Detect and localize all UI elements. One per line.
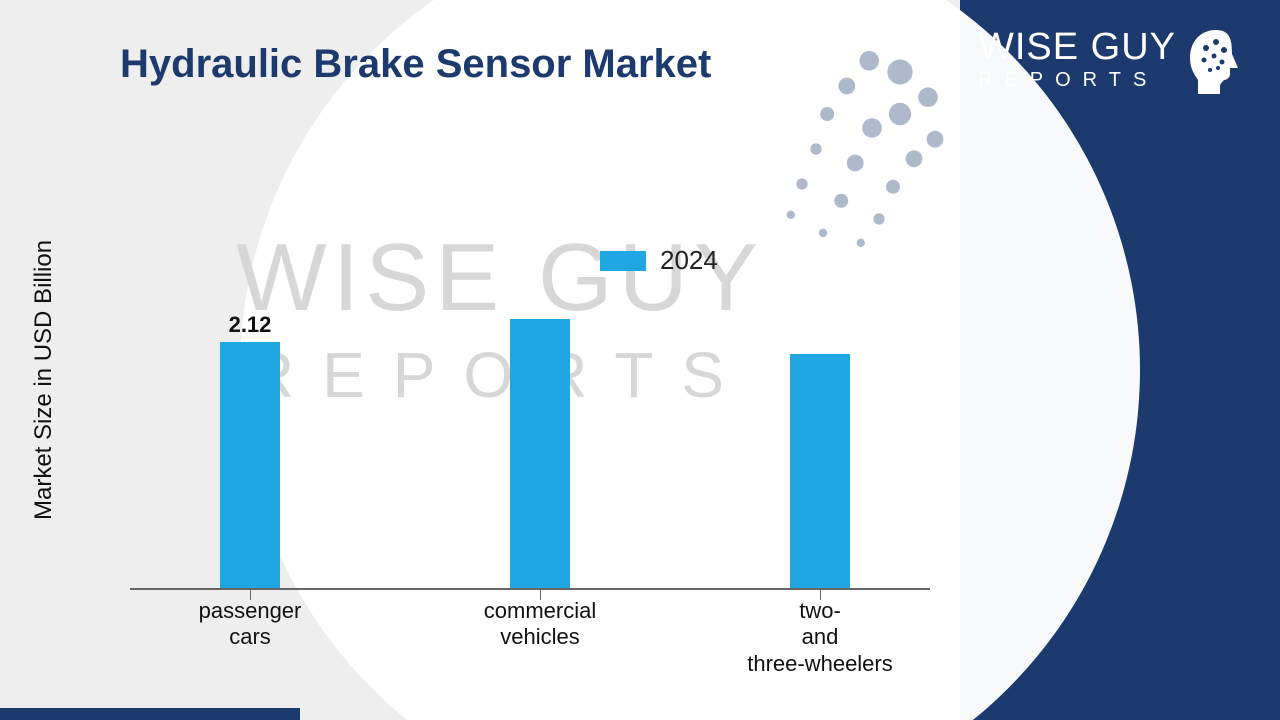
footer-accent-bar (0, 708, 300, 720)
category-label: passengercars (150, 598, 350, 651)
chart-canvas: WISE GUY REPORTS WISE GUY REPORTS Hydrau… (0, 0, 1280, 720)
bar (790, 354, 850, 588)
logo-line1: WISE GUY (978, 28, 1176, 66)
bar-value-label: 2.12 (190, 312, 310, 338)
legend: 2024 (600, 245, 718, 276)
legend-label: 2024 (660, 245, 718, 276)
category-label: two-andthree-wheelers (720, 598, 920, 677)
logo-head-icon (1186, 28, 1246, 98)
chart-title: Hydraulic Brake Sensor Market (120, 42, 711, 87)
legend-swatch (600, 251, 646, 271)
logo-line2: REPORTS (978, 70, 1176, 90)
bar-chart: 2.12passengercarscommercialvehiclestwo-a… (130, 300, 930, 590)
y-axis-label: Market Size in USD Billion (30, 240, 58, 520)
bar (510, 319, 570, 588)
brand-logo: WISE GUY REPORTS (978, 28, 1258, 98)
bar (220, 342, 280, 588)
category-label: commercialvehicles (440, 598, 640, 651)
